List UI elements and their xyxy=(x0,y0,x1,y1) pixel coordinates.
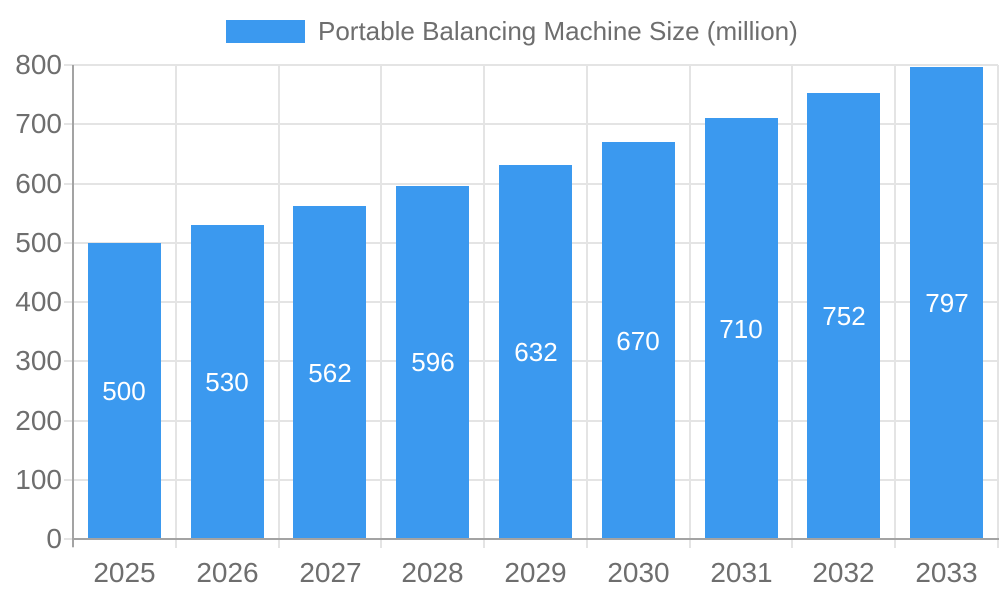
y-axis-tick-label: 300 xyxy=(15,345,62,376)
bar-value-label: 500 xyxy=(102,376,146,406)
x-gridline xyxy=(175,65,177,539)
x-axis-tick-label: 2029 xyxy=(504,557,567,588)
y-axis-tick xyxy=(64,420,73,422)
bar-value-label: 596 xyxy=(411,347,455,377)
x-axis-tick xyxy=(791,540,793,548)
x-axis-tick xyxy=(689,540,691,548)
x-gridline xyxy=(380,65,382,539)
x-axis-tick-label: 2028 xyxy=(401,557,464,588)
x-gridline xyxy=(483,65,485,539)
x-axis-tick xyxy=(278,540,280,548)
y-axis-tick xyxy=(64,360,73,362)
y-axis-tick-label: 500 xyxy=(15,227,62,258)
y-axis-tick xyxy=(64,183,73,185)
y-axis-tick-label: 700 xyxy=(15,108,62,139)
bar-value-label: 670 xyxy=(616,326,660,356)
x-axis-tick-label: 2026 xyxy=(196,557,259,588)
bar-2033[interactable] xyxy=(910,67,983,539)
y-axis-tick-label: 100 xyxy=(15,464,62,495)
x-axis-tick-label: 2030 xyxy=(607,557,670,588)
y-axis-line xyxy=(72,65,74,547)
bar-value-label: 632 xyxy=(514,337,558,367)
x-gridline xyxy=(894,65,896,539)
bar-value-label: 530 xyxy=(205,367,249,397)
x-axis-tick-label: 2031 xyxy=(710,557,773,588)
y-axis-tick xyxy=(64,64,73,66)
y-axis-tick xyxy=(64,242,73,244)
legend-label: Portable Balancing Machine Size (million… xyxy=(318,16,798,46)
bar-value-label: 797 xyxy=(925,288,969,318)
y-axis-tick xyxy=(64,123,73,125)
bar-2025[interactable] xyxy=(88,243,161,539)
bar-value-label: 562 xyxy=(308,358,352,388)
y-axis-tick-label: 0 xyxy=(46,523,62,554)
x-gridline xyxy=(997,65,999,539)
bar-2032[interactable] xyxy=(807,93,880,539)
y-axis-tick xyxy=(64,479,73,481)
x-axis-tick xyxy=(894,540,896,548)
y-axis-tick-label: 800 xyxy=(15,49,62,80)
x-gridline xyxy=(791,65,793,539)
y-gridline xyxy=(73,123,998,125)
x-axis-tick xyxy=(997,540,999,548)
x-axis-tick xyxy=(586,540,588,548)
x-axis-tick-label: 2033 xyxy=(915,557,978,588)
bar-2026[interactable] xyxy=(191,225,264,539)
bar-value-label: 752 xyxy=(822,301,866,331)
bar-2030[interactable] xyxy=(602,142,675,539)
x-axis-tick xyxy=(380,540,382,548)
y-axis-tick xyxy=(64,301,73,303)
x-axis-tick xyxy=(483,540,485,548)
legend-swatch-icon xyxy=(226,19,305,43)
x-gridline xyxy=(278,65,280,539)
x-gridline xyxy=(586,65,588,539)
x-axis-tick-label: 2032 xyxy=(812,557,875,588)
bar-2028[interactable] xyxy=(396,186,469,539)
bar-2027[interactable] xyxy=(293,206,366,539)
bar-2029[interactable] xyxy=(499,165,572,539)
y-axis-tick-label: 600 xyxy=(15,168,62,199)
bar-2031[interactable] xyxy=(705,118,778,539)
y-axis-tick-label: 200 xyxy=(15,405,62,436)
x-axis-tick-label: 2025 xyxy=(93,557,156,588)
x-axis-tick-label: 2027 xyxy=(299,557,362,588)
y-axis-tick xyxy=(64,538,73,540)
x-axis-tick xyxy=(175,540,177,548)
bar-value-label: 710 xyxy=(719,314,763,344)
x-gridline xyxy=(689,65,691,539)
y-axis-tick-label: 400 xyxy=(15,286,62,317)
y-gridline xyxy=(73,64,998,66)
x-axis-line xyxy=(72,538,999,540)
legend-item[interactable]: Portable Balancing Machine Size (million… xyxy=(226,16,798,46)
